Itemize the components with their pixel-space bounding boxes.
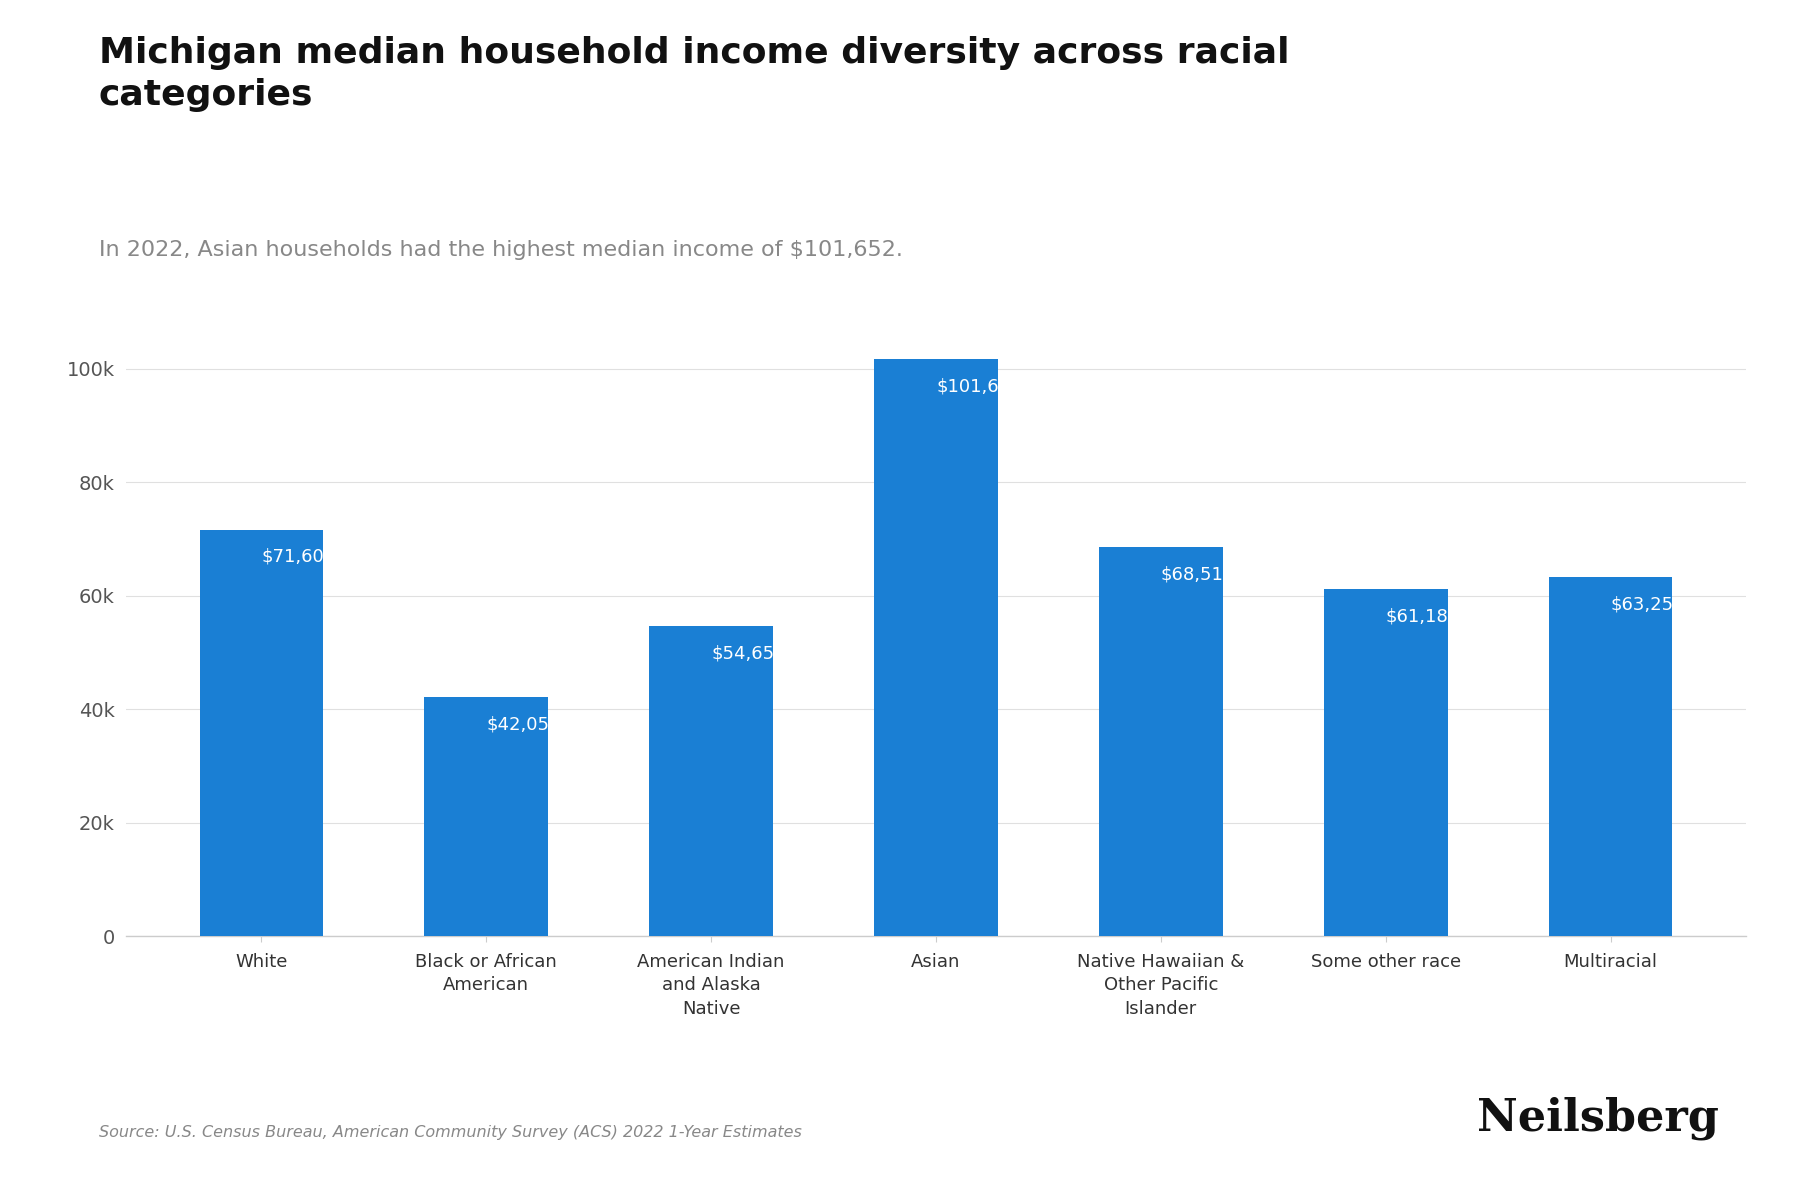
Text: Michigan median household income diversity across racial
categories: Michigan median household income diversi… xyxy=(99,36,1289,112)
Text: $101,652: $101,652 xyxy=(936,378,1022,396)
Bar xyxy=(425,697,549,936)
Text: In 2022, Asian households had the highest median income of $101,652.: In 2022, Asian households had the highes… xyxy=(99,240,904,260)
Text: Source: U.S. Census Bureau, American Community Survey (ACS) 2022 1-Year Estimate: Source: U.S. Census Bureau, American Com… xyxy=(99,1126,801,1140)
Bar xyxy=(1548,577,1672,936)
Bar xyxy=(1323,589,1447,936)
Bar xyxy=(650,626,772,936)
Bar xyxy=(875,359,997,936)
Text: $54,651: $54,651 xyxy=(711,644,785,662)
Text: $63,251: $63,251 xyxy=(1611,595,1685,613)
Text: $71,609: $71,609 xyxy=(261,548,337,566)
Bar xyxy=(200,529,324,936)
Bar xyxy=(1100,547,1222,936)
Text: $61,183: $61,183 xyxy=(1386,607,1460,625)
Text: $42,056: $42,056 xyxy=(486,715,560,733)
Text: Neilsberg: Neilsberg xyxy=(1478,1097,1719,1140)
Text: $68,518: $68,518 xyxy=(1161,565,1235,583)
